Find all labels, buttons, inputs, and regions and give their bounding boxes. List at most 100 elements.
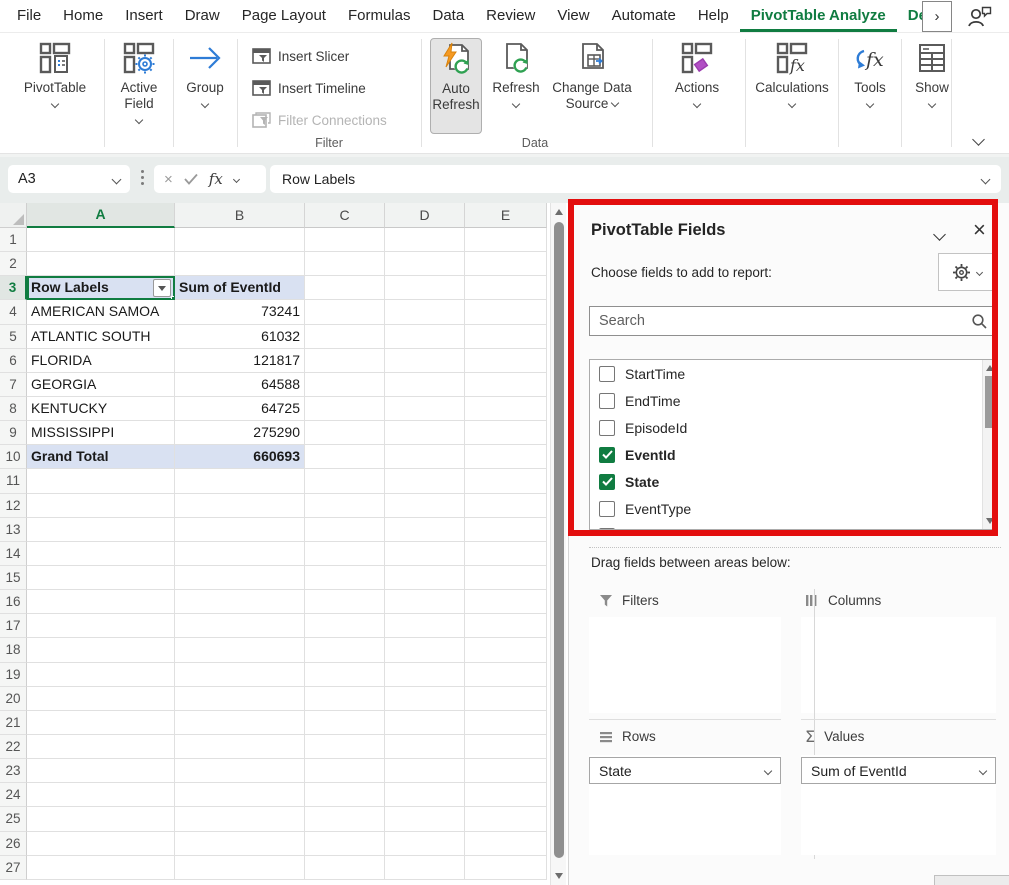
field-item-starttime[interactable]: StartTime xyxy=(590,360,982,387)
cell-D5[interactable] xyxy=(385,324,465,349)
scrollbar-thumb[interactable] xyxy=(554,222,564,858)
cell-E21[interactable] xyxy=(465,710,547,735)
cell-C2[interactable] xyxy=(305,252,385,277)
cell-B6[interactable]: 121817 xyxy=(175,348,305,373)
row-header-10[interactable]: 10 xyxy=(0,445,27,470)
cell-C20[interactable] xyxy=(305,686,385,711)
cell-A8[interactable]: KENTUCKY xyxy=(27,396,175,422)
cell-A3[interactable]: Row Labels xyxy=(27,276,175,301)
cell-B20[interactable] xyxy=(175,686,305,711)
scroll-up-icon[interactable] xyxy=(555,209,563,215)
row-header-6[interactable]: 6 xyxy=(0,348,27,373)
cell-B8[interactable]: 64725 xyxy=(175,396,305,422)
cell-C11[interactable] xyxy=(305,469,385,494)
scroll-up-icon[interactable] xyxy=(986,365,994,371)
cell-D10[interactable] xyxy=(385,445,465,470)
name-box[interactable]: A3 xyxy=(8,165,130,193)
scroll-down-icon[interactable] xyxy=(986,518,994,524)
cell-C21[interactable] xyxy=(305,710,385,735)
row-header-7[interactable]: 7 xyxy=(0,372,27,397)
formula-bar-drag-dots[interactable] xyxy=(141,170,144,185)
field-checkbox[interactable] xyxy=(599,365,615,382)
active-field-button[interactable]: Active Field xyxy=(107,38,171,134)
cell-C1[interactable] xyxy=(305,228,385,253)
row-header-19[interactable]: 19 xyxy=(0,662,27,687)
column-header-C[interactable]: C xyxy=(305,203,385,228)
show-button[interactable]: Show xyxy=(904,38,960,134)
cell-C6[interactable] xyxy=(305,348,385,373)
cell-B19[interactable] xyxy=(175,662,305,687)
column-header-B[interactable]: B xyxy=(175,203,305,228)
cell-E15[interactable] xyxy=(465,565,547,591)
expand-formula-bar-icon[interactable] xyxy=(980,174,991,184)
cell-E3[interactable] xyxy=(465,276,547,301)
row-header-18[interactable]: 18 xyxy=(0,638,27,663)
insert-function-icon[interactable]: fx xyxy=(208,170,223,188)
row-header-22[interactable]: 22 xyxy=(0,734,27,760)
cell-C17[interactable] xyxy=(305,614,385,639)
menu-tab-file[interactable]: File xyxy=(17,7,42,24)
menu-tab-view[interactable]: View xyxy=(557,7,590,24)
cell-D17[interactable] xyxy=(385,614,465,639)
row-header-24[interactable]: 24 xyxy=(0,783,27,808)
cell-A17[interactable] xyxy=(27,614,175,639)
cell-A23[interactable] xyxy=(27,759,175,784)
cell-B17[interactable] xyxy=(175,614,305,639)
field-item-endtime[interactable]: EndTime xyxy=(590,387,982,414)
cell-A5[interactable]: ATLANTIC SOUTH xyxy=(27,324,175,349)
change-data-source-button[interactable]: Change Data Source xyxy=(546,38,638,134)
cell-C22[interactable] xyxy=(305,734,385,760)
row-header-8[interactable]: 8 xyxy=(0,396,27,422)
cell-A7[interactable]: GEORGIA xyxy=(27,372,175,397)
cell-D9[interactable] xyxy=(385,421,465,446)
row-header-11[interactable]: 11 xyxy=(0,469,27,494)
insert-slicer-button[interactable]: Insert Slicer xyxy=(252,43,349,69)
cell-E25[interactable] xyxy=(465,807,547,832)
row-header-20[interactable]: 20 xyxy=(0,686,27,711)
cell-A24[interactable] xyxy=(27,783,175,808)
cell-E20[interactable] xyxy=(465,686,547,711)
menu-tab-review[interactable]: Review xyxy=(486,7,536,24)
cell-B12[interactable] xyxy=(175,493,305,518)
cell-A20[interactable] xyxy=(27,686,175,711)
cell-D26[interactable] xyxy=(385,831,465,856)
tools-button[interactable]: fx Tools xyxy=(841,38,899,134)
cell-B15[interactable] xyxy=(175,565,305,591)
cell-E10[interactable] xyxy=(465,445,547,470)
cell-D3[interactable] xyxy=(385,276,465,301)
cell-B22[interactable] xyxy=(175,734,305,760)
row-header-12[interactable]: 12 xyxy=(0,493,27,518)
field-item-state[interactable]: State xyxy=(590,468,982,495)
cell-A9[interactable]: MISSISSIPPI xyxy=(27,421,175,446)
menu-tab-data[interactable]: Data xyxy=(432,7,465,24)
cell-C19[interactable] xyxy=(305,662,385,687)
row-header-13[interactable]: 13 xyxy=(0,517,27,542)
cell-B16[interactable] xyxy=(175,590,305,615)
field-list-scrollbar[interactable] xyxy=(982,360,997,529)
cell-D6[interactable] xyxy=(385,348,465,373)
actions-button[interactable]: Actions xyxy=(656,38,738,134)
cell-A1[interactable] xyxy=(27,228,175,253)
auto-refresh-button[interactable]: Auto Refresh xyxy=(430,38,482,134)
cell-C4[interactable] xyxy=(305,300,385,325)
cell-D24[interactable] xyxy=(385,783,465,808)
row-header-26[interactable]: 26 xyxy=(0,831,27,856)
cell-E18[interactable] xyxy=(465,638,547,663)
filters-drop-zone[interactable] xyxy=(589,617,781,713)
cell-B3[interactable]: Sum of EventId xyxy=(175,276,305,301)
cell-C7[interactable] xyxy=(305,372,385,397)
cell-D13[interactable] xyxy=(385,517,465,542)
cell-B14[interactable] xyxy=(175,541,305,566)
cell-E23[interactable] xyxy=(465,759,547,784)
cell-A14[interactable] xyxy=(27,541,175,566)
cancel-icon[interactable]: × xyxy=(164,170,173,188)
cell-E7[interactable] xyxy=(465,372,547,397)
cell-B10[interactable]: 660693 xyxy=(175,445,305,470)
search-input[interactable] xyxy=(599,313,971,329)
cell-E26[interactable] xyxy=(465,831,547,856)
cell-D7[interactable] xyxy=(385,372,465,397)
cell-C25[interactable] xyxy=(305,807,385,832)
cell-D12[interactable] xyxy=(385,493,465,518)
share-person-icon[interactable] xyxy=(966,4,993,34)
cell-B18[interactable] xyxy=(175,638,305,663)
